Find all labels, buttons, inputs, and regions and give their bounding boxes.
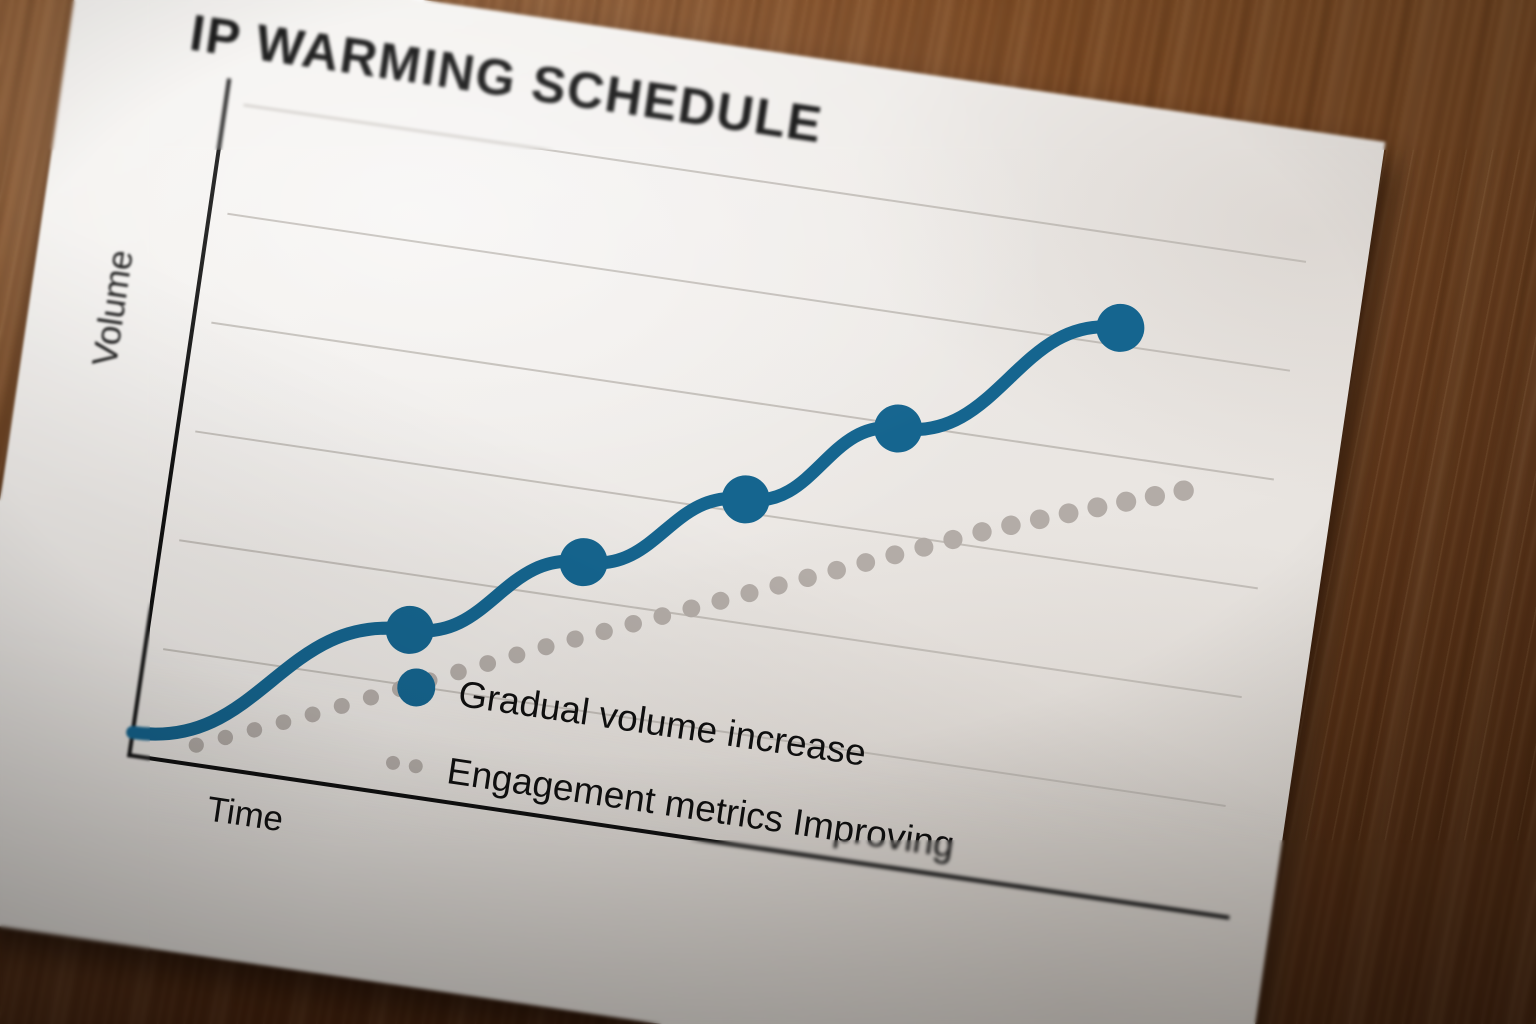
photo-vignette bbox=[0, 0, 1536, 1024]
photo-scene: IP WARMING SCHEDULE Volume Time Gradual … bbox=[0, 0, 1536, 1024]
